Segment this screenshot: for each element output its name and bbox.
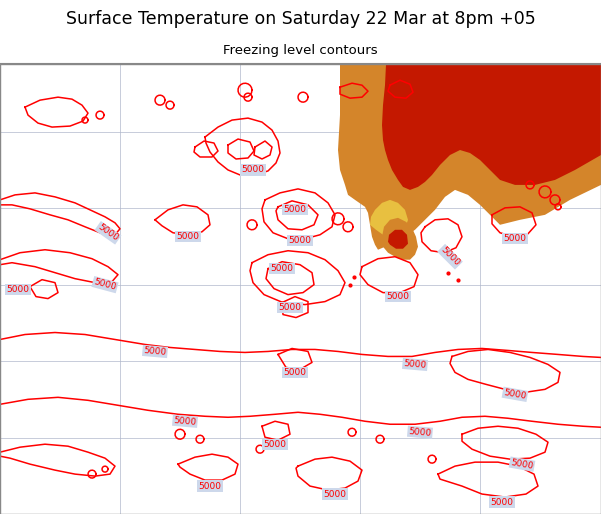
Polygon shape [370, 200, 408, 237]
Text: 5000: 5000 [288, 236, 311, 245]
Text: 5000: 5000 [143, 346, 167, 357]
Text: 5000: 5000 [173, 416, 197, 427]
Polygon shape [388, 230, 408, 249]
Text: 5000: 5000 [278, 303, 302, 312]
Text: 5000: 5000 [386, 292, 409, 301]
Polygon shape [370, 64, 601, 190]
Text: Freezing level contours: Freezing level contours [223, 44, 378, 57]
Text: 5000: 5000 [403, 359, 427, 370]
Text: 5000: 5000 [284, 206, 307, 214]
Text: 5000: 5000 [263, 439, 287, 449]
Text: 5000: 5000 [198, 482, 222, 490]
Text: 5000: 5000 [242, 166, 264, 174]
Text: 5000: 5000 [270, 264, 293, 273]
Text: Surface Temperature on Saturday 22 Mar at 8pm +05: Surface Temperature on Saturday 22 Mar a… [66, 10, 535, 28]
Text: 5000: 5000 [408, 427, 432, 438]
Text: 5000: 5000 [96, 223, 120, 243]
Text: 5000: 5000 [510, 457, 534, 471]
Text: 5000: 5000 [177, 232, 200, 241]
Text: 5000: 5000 [490, 498, 513, 506]
Text: 5000: 5000 [7, 285, 29, 294]
Text: 5000: 5000 [93, 278, 117, 292]
Text: 5000: 5000 [439, 245, 462, 268]
Text: 5000: 5000 [503, 388, 527, 401]
Text: 5000: 5000 [323, 489, 347, 499]
Text: 5000: 5000 [504, 234, 526, 243]
Polygon shape [338, 64, 601, 250]
Polygon shape [382, 218, 418, 260]
Text: 5000: 5000 [284, 368, 307, 377]
